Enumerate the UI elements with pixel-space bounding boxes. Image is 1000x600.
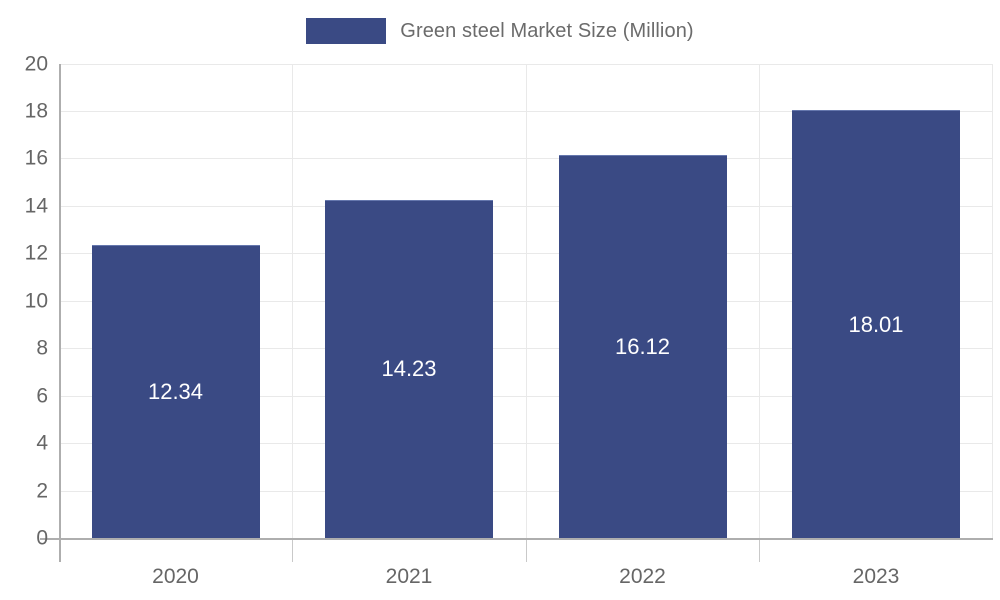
x-tick-label-2020: 2020 (152, 565, 199, 588)
y-tick-label-18: 18 (24, 99, 48, 123)
legend-item-green-steel-market-size[interactable]: Green steel Market Size (Million) (306, 18, 694, 44)
bar-2023[interactable]: 18.01 (792, 110, 960, 538)
y-axis-tick-labels: 20 18 16 14 12 10 8 6 4 2 0 (0, 54, 48, 549)
x-axis-tick-labels: 2020 2021 2022 2023 (59, 540, 993, 598)
x-tick-mark-2 (526, 540, 527, 562)
gridline-vertical-3 (759, 64, 760, 538)
x-axis-line (40, 538, 993, 540)
bar-2021[interactable]: 14.23 (325, 199, 493, 538)
bar-2022[interactable]: 16.12 (558, 154, 727, 538)
legend-item-label: Green steel Market Size (Million) (400, 19, 694, 42)
legend-color-swatch-icon (306, 18, 387, 44)
x-tick-band-2023: 2023 (759, 540, 993, 598)
x-tick-label-2021: 2021 (385, 565, 433, 588)
plot-border-right (992, 64, 993, 538)
bar-band-2021: 14.23 (292, 64, 526, 538)
x-tick-band-2020: 2020 (59, 540, 292, 598)
bar-value-label-2022: 16.12 (614, 333, 671, 359)
y-tick-label-2: 2 (36, 479, 48, 503)
y-tick-label-20: 20 (24, 52, 48, 76)
x-tick-band-2021: 2021 (292, 540, 526, 598)
bar-series-green-steel-market-size: 12.34 14.23 16.12 18.01 (59, 64, 993, 538)
x-tick-band-2022: 2022 (526, 540, 759, 598)
bar-band-2020: 12.34 (59, 64, 292, 538)
bar-band-2023: 18.01 (759, 64, 993, 538)
y-axis-line (59, 64, 61, 561)
gridline-vertical-1 (292, 64, 293, 538)
y-tick-label-12: 12 (24, 241, 48, 265)
y-tick-label-8: 8 (36, 336, 48, 360)
bar-value-label-2021: 14.23 (381, 356, 437, 382)
x-tick-mark-3 (759, 540, 760, 562)
x-tick-mark-1 (292, 540, 293, 562)
x-tick-label-2023: 2023 (852, 565, 900, 588)
bar-value-label-2023: 18.01 (848, 311, 904, 337)
y-tick-label-14: 14 (24, 194, 48, 218)
plot-area (59, 64, 993, 538)
y-tick-label-4: 4 (36, 431, 48, 455)
y-tick-label-6: 6 (36, 384, 48, 408)
x-tick-mark-origin (59, 540, 61, 562)
y-tick-label-10: 10 (24, 289, 48, 313)
gridline-vertical-2 (526, 64, 527, 538)
y-tick-label-16: 16 (24, 146, 48, 170)
bar-value-label-2020: 12.34 (147, 378, 204, 404)
bar-band-2022: 16.12 (526, 64, 759, 538)
bar-2020[interactable]: 12.34 (91, 244, 260, 538)
chart-legend: Green steel Market Size (Million) (0, 12, 1000, 50)
y-tick-label-0: 0 (36, 526, 48, 550)
x-tick-label-2022: 2022 (619, 565, 666, 588)
